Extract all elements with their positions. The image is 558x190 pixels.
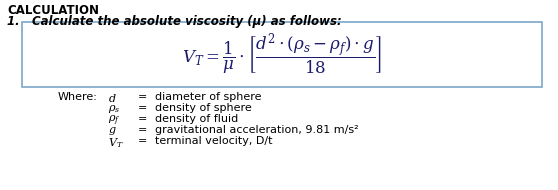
Text: =: = — [138, 125, 147, 135]
Text: $\rho_f$: $\rho_f$ — [108, 114, 121, 128]
Text: =: = — [138, 92, 147, 102]
Text: =: = — [138, 114, 147, 124]
FancyBboxPatch shape — [22, 22, 542, 87]
Text: $d$: $d$ — [108, 92, 117, 104]
Text: $g$: $g$ — [108, 125, 117, 137]
Text: diameter of sphere: diameter of sphere — [155, 92, 262, 102]
Text: $V_T$: $V_T$ — [108, 136, 124, 150]
Text: gravitational acceleration, 9.81 m/s²: gravitational acceleration, 9.81 m/s² — [155, 125, 359, 135]
Text: $V_T = \dfrac{1}{\mu} \cdot \left[\dfrac{d^2 \cdot (\rho_s - \rho_f) \cdot g}{18: $V_T = \dfrac{1}{\mu} \cdot \left[\dfrac… — [182, 32, 382, 77]
Text: density of sphere: density of sphere — [155, 103, 252, 113]
Text: density of fluid: density of fluid — [155, 114, 238, 124]
Text: =: = — [138, 103, 147, 113]
Text: terminal velocity, D/t: terminal velocity, D/t — [155, 136, 272, 146]
Text: Where:: Where: — [58, 92, 98, 102]
Text: CALCULATION: CALCULATION — [7, 4, 99, 17]
Text: =: = — [138, 136, 147, 146]
Text: 1.   Calculate the absolute viscosity (μ) as follows:: 1. Calculate the absolute viscosity (μ) … — [7, 15, 341, 28]
Text: $\rho_s$: $\rho_s$ — [108, 103, 121, 115]
